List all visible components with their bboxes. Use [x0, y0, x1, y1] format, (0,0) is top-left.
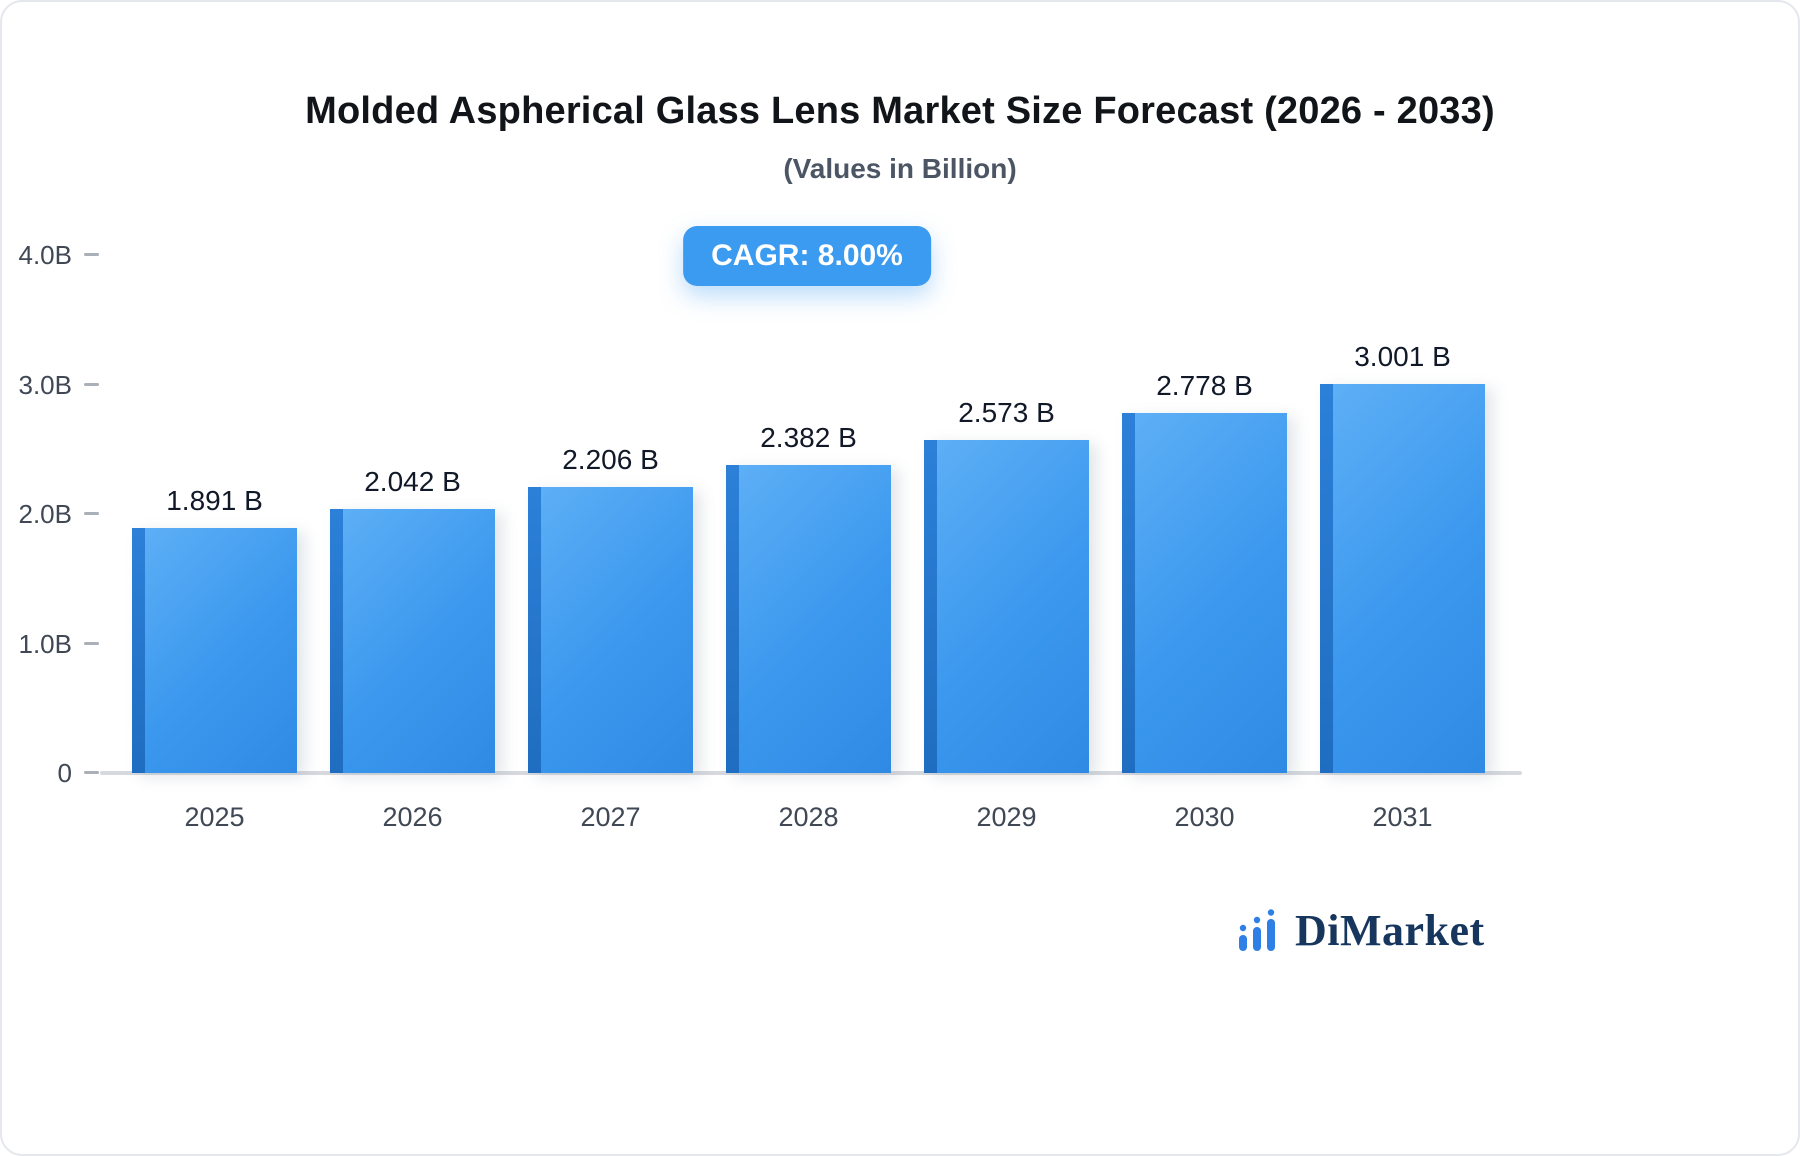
bar-side-face: [330, 508, 343, 773]
page-subtitle: (Values in Billion): [783, 153, 1017, 184]
bar: [528, 487, 693, 773]
y-axis-tick-label: 0: [57, 758, 72, 788]
x-axis-label: 2025: [184, 802, 245, 832]
x-axis-label: 2030: [1174, 802, 1235, 832]
y-axis-tick-mark: [84, 382, 99, 386]
bar-value-label: 2.206 B: [562, 444, 659, 476]
bar-column: 2.206 B 2027: [528, 255, 693, 832]
y-axis-tick-mark: [84, 771, 99, 774]
bar-side-face: [528, 487, 541, 773]
x-axis-label: 2028: [778, 802, 839, 832]
bar: [1122, 413, 1287, 773]
x-axis-line: [100, 771, 1522, 775]
y-axis-tick-mark: [84, 253, 99, 256]
cagr-badge: CAGR: 8.00%: [683, 226, 931, 286]
bar-side-face: [132, 528, 145, 773]
x-axis-label: 2027: [580, 802, 641, 832]
page-title: Molded Aspherical Glass Lens Market Size…: [305, 90, 1495, 132]
bar-side-face: [1122, 413, 1135, 773]
y-axis-tick-label: 3.0B: [18, 369, 73, 400]
y-axis-tick-label: 2.0B: [18, 499, 73, 529]
bar: [1320, 384, 1485, 773]
bar-value-label: 2.042 B: [364, 465, 461, 497]
bar-value-label: 2.382 B: [760, 421, 857, 453]
bars-container: 1.891 B 2025 2.042 B 2026 2.206 B 2027 2.382 B…: [110, 255, 1522, 832]
x-axis-label: 2029: [976, 802, 1037, 832]
bar-value-label: 3.001 B: [1354, 341, 1451, 373]
x-axis-label: 2031: [1372, 802, 1433, 832]
bar-value-label: 2.778 B: [1156, 370, 1253, 402]
bar-value-label: 2.573 B: [958, 396, 1055, 428]
y-axis-tick-label: 1.0B: [18, 628, 73, 659]
bar-column: 2.573 B 2029: [924, 255, 1089, 832]
dimarket-logo-icon: [1239, 908, 1275, 951]
brand-name: DiMarket: [1295, 906, 1485, 955]
bar-column: 2.042 B 2026: [330, 255, 495, 832]
brand-logo: DiMarket: [1235, 905, 1485, 956]
bar-side-face: [726, 464, 739, 773]
bar: [924, 439, 1089, 773]
y-axis-tick-label: 4.0B: [18, 240, 73, 270]
bar: [330, 508, 495, 773]
x-axis-label: 2026: [382, 802, 443, 832]
bar-column: 2.778 B 2030: [1122, 255, 1287, 832]
bar-side-face: [1320, 384, 1333, 773]
plot-area: 0 1.0B 2.0B 3.0B 4.0B 1.891 B 2025 2.042 B 2026…: [19, 242, 1522, 832]
bar-side-face: [924, 439, 937, 773]
bar-column: 3.001 B 2031: [1320, 255, 1485, 832]
bar-column: 1.891 B 2025: [132, 255, 297, 832]
y-axis: 0 1.0B 2.0B 3.0B 4.0B: [19, 242, 1522, 786]
y-axis-tick-mark: [84, 641, 99, 645]
bar-column: 2.382 B 2028: [726, 255, 891, 832]
bar: [132, 528, 297, 773]
bar: [726, 464, 891, 773]
bar-value-label: 1.891 B: [166, 485, 263, 517]
y-axis-tick-mark: [84, 512, 99, 515]
